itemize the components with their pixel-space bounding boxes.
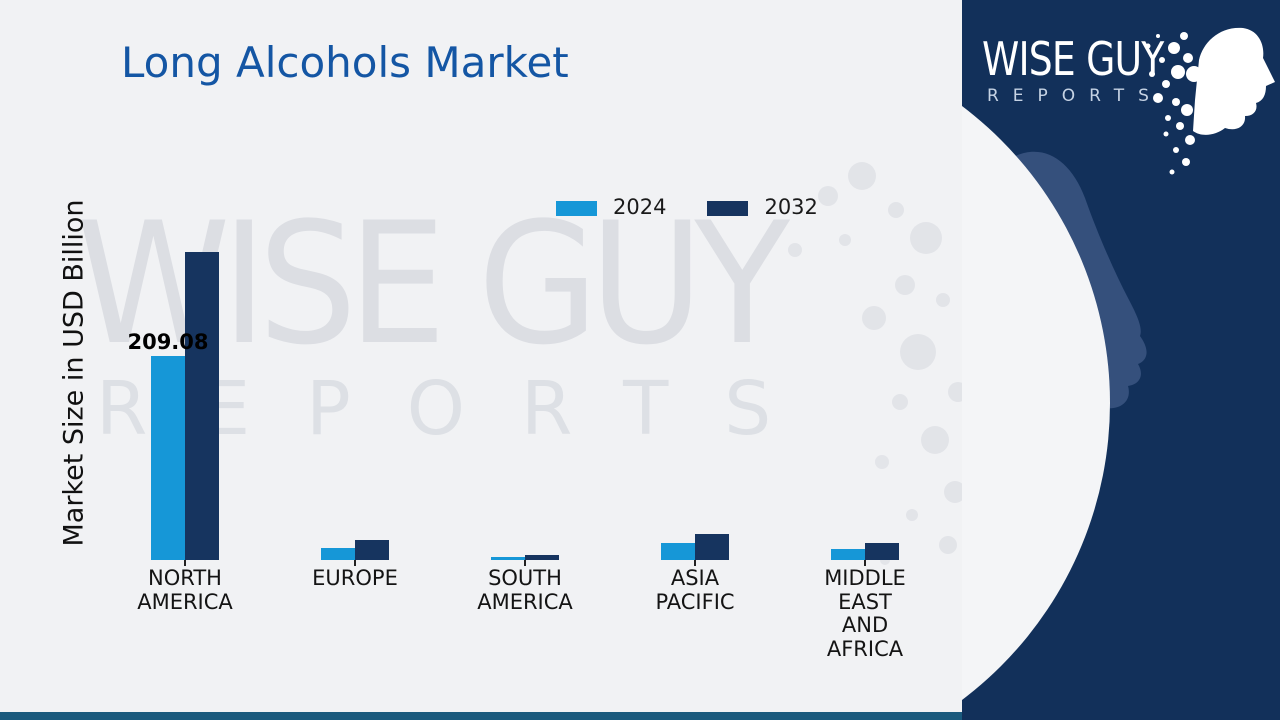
category-label-europe: EUROPE	[312, 566, 398, 590]
bar-2032-north-america	[185, 252, 219, 560]
brand-panel: WISE GUY REPORTS	[962, 0, 1280, 720]
x-tick-south-america	[524, 560, 526, 566]
category-label-north-america: NORTH AMERICA	[137, 566, 233, 614]
x-tick-asia-pacific	[694, 560, 696, 566]
legend-item-2032: 2032	[707, 195, 818, 219]
logo-face-icon	[1145, 27, 1275, 175]
bar-2032-asia-pacific	[695, 534, 729, 560]
legend-swatch-2032	[707, 200, 749, 216]
bar-2032-europe	[355, 540, 389, 560]
category-label-south-america: SOUTH AMERICA	[477, 566, 573, 614]
bar-2032-middle-east-and-africa	[865, 543, 899, 560]
footer-accent-bar	[0, 712, 962, 720]
legend: 2024 2032	[556, 195, 818, 219]
bar-2024-middle-east-and-africa	[831, 549, 865, 560]
bar-value-label: 209.08	[127, 330, 209, 354]
page-title: Long Alcohols Market	[121, 38, 569, 87]
legend-label-2024: 2024	[613, 195, 667, 219]
category-label-middle-east-and-africa: MIDDLE EAST AND AFRICA	[824, 566, 906, 661]
legend-swatch-2024	[556, 200, 597, 216]
category-label-asia-pacific: ASIA PACIFIC	[655, 566, 735, 614]
bar-2024-europe	[321, 548, 355, 560]
panel-circle-cutout	[962, 106, 1110, 700]
legend-label-2032: 2032	[764, 195, 818, 219]
x-tick-middle-east-and-africa	[864, 560, 866, 566]
bar-2024-south-america	[491, 557, 525, 560]
x-tick-europe	[354, 560, 356, 566]
logo-wordmark: WISE GUY	[982, 32, 1164, 86]
logo-reports-text: REPORTS	[987, 86, 1163, 106]
x-tick-north-america	[184, 560, 186, 566]
bar-2032-south-america	[525, 555, 559, 560]
bar-2024-asia-pacific	[661, 543, 695, 560]
brand-panel-decoration	[962, 27, 1275, 700]
bar-2024-north-america	[151, 356, 185, 560]
legend-item-2024: 2024	[556, 195, 666, 219]
